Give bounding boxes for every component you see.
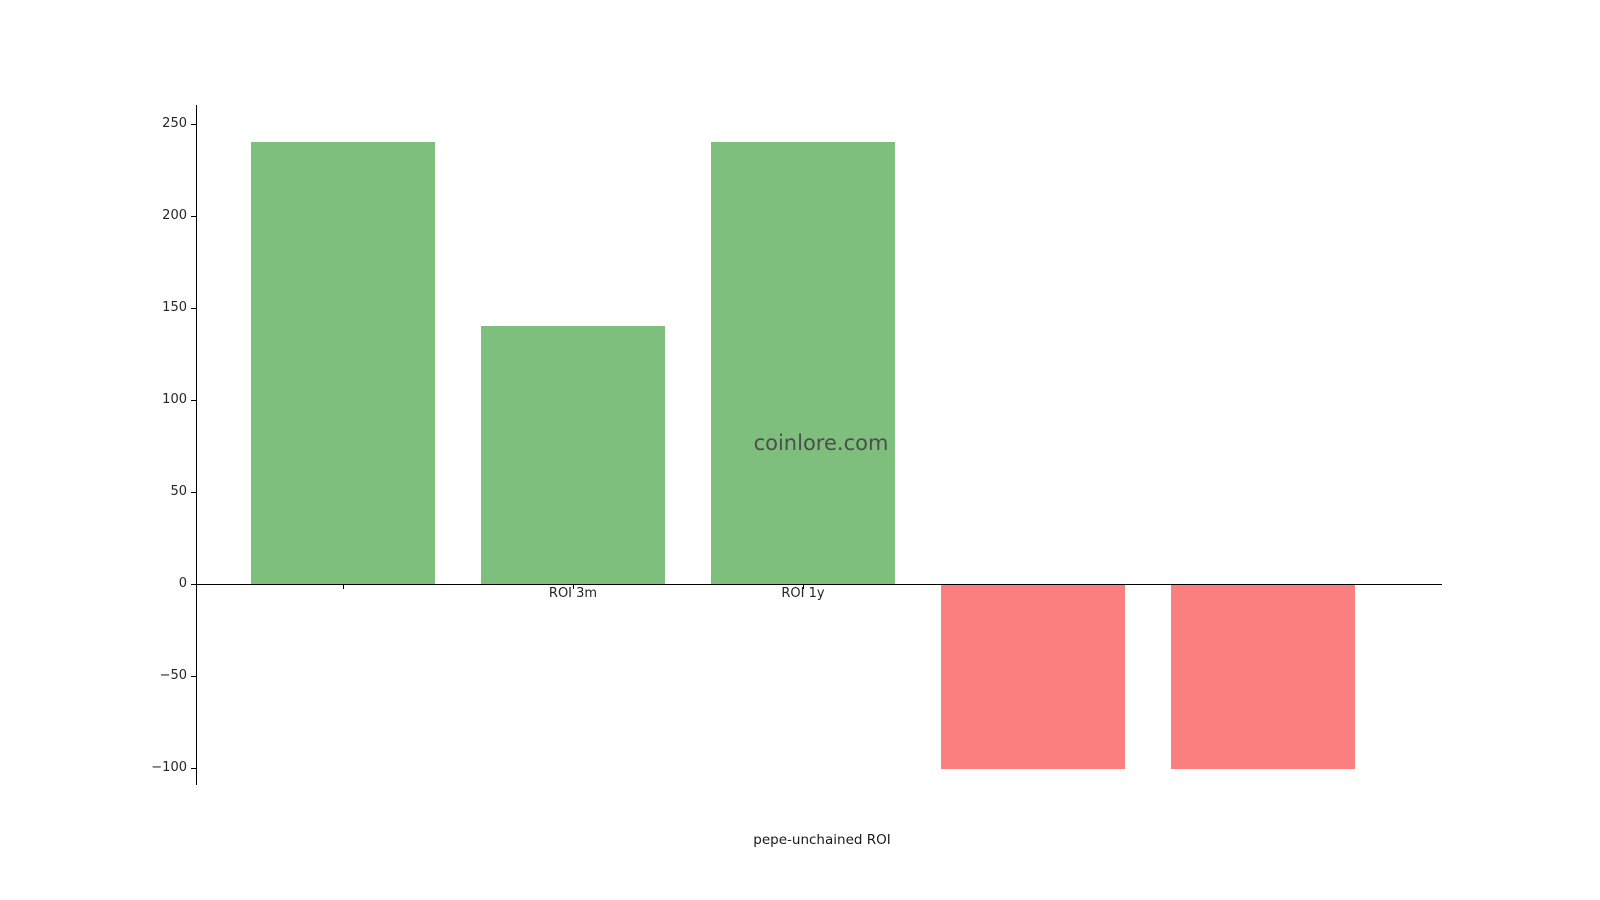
y-axis-tick xyxy=(191,216,196,217)
bar-1 xyxy=(251,142,435,584)
y-axis-tick-label: 250 xyxy=(162,116,187,131)
watermark-text: coinlore.com xyxy=(753,431,889,455)
x-axis-tick xyxy=(803,584,804,589)
x-axis-tick xyxy=(343,584,344,589)
y-axis-tick xyxy=(191,308,196,309)
y-axis-tick-label: −100 xyxy=(151,760,187,775)
y-axis-tick-label: 0 xyxy=(178,576,187,591)
y-axis-tick-label: 100 xyxy=(162,392,187,407)
y-axis-tick xyxy=(191,768,196,769)
y-axis-tick xyxy=(191,124,196,125)
y-axis-tick-label: 200 xyxy=(162,208,187,223)
x-axis-tick xyxy=(573,584,574,589)
y-axis-tick xyxy=(191,584,196,585)
x-axis-tick-label: ROI 3m xyxy=(548,586,598,601)
y-axis-tick-label: −50 xyxy=(159,668,187,683)
x-axis-title: pepe-unchained ROI xyxy=(753,832,891,848)
bar-5 xyxy=(1171,585,1355,769)
x-axis-tick-label: ROI 1y xyxy=(781,586,825,601)
y-axis-tick-label: 50 xyxy=(170,484,187,499)
y-axis-tick xyxy=(191,676,196,677)
bar-2-roi-3m xyxy=(481,326,665,584)
y-axis-tick xyxy=(191,400,196,401)
y-axis-line xyxy=(196,105,197,785)
x-axis-line xyxy=(196,584,1442,585)
bar-3-roi-1y xyxy=(711,142,895,584)
bar-4 xyxy=(941,585,1125,769)
y-axis-tick xyxy=(191,492,196,493)
y-axis-tick-label: 150 xyxy=(162,300,187,315)
